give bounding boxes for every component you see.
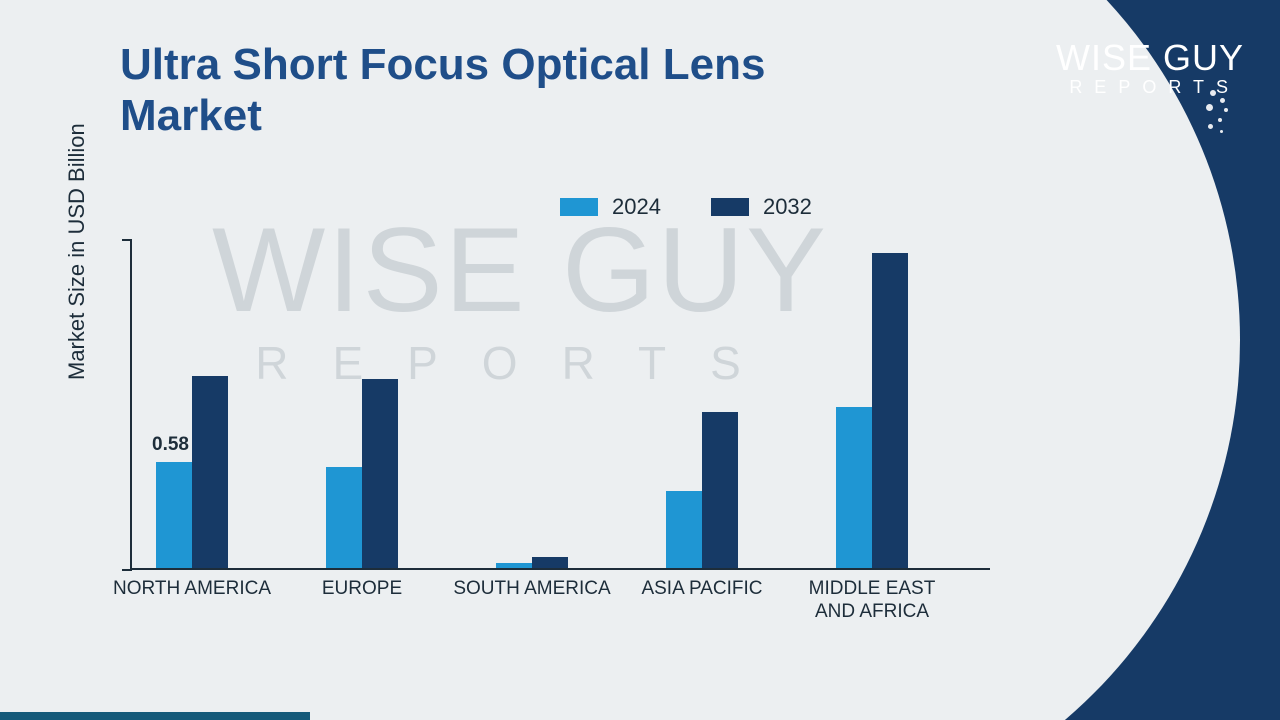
brand-head-icon: [1200, 88, 1230, 138]
brand-main-text: WISE GUY: [1056, 40, 1244, 76]
legend-item-2032: 2032: [711, 194, 812, 220]
chart-title: Ultra Short Focus Optical Lens Market: [120, 40, 800, 141]
bar-group: [156, 376, 228, 569]
bar-group: [326, 379, 398, 568]
page-root: WISE GUY REPORTS Ultra Short Focus Optic…: [0, 0, 1280, 720]
bar: [836, 407, 872, 568]
chart-area: NORTH AMERICAEUROPESOUTH AMERICAASIA PAC…: [130, 240, 990, 570]
legend-item-2024: 2024: [560, 194, 661, 220]
bar: [192, 376, 228, 569]
legend-label-2024: 2024: [612, 194, 661, 220]
category-label: ASIA PACIFIC: [617, 578, 787, 601]
category-label: NORTH AMERICA: [107, 578, 277, 601]
bar-value-label: 0.58: [152, 434, 189, 456]
bar: [666, 491, 702, 568]
category-label: SOUTH AMERICA: [447, 578, 617, 601]
bar: [326, 467, 362, 568]
bar: [702, 412, 738, 568]
bar-group: [836, 253, 908, 568]
bar: [362, 379, 398, 568]
y-axis-label: Market Size in USD Billion: [64, 123, 90, 380]
bar: [872, 253, 908, 568]
brand-logo: WISE GUY REPORTS: [1056, 40, 1244, 96]
bar-group: [496, 557, 568, 568]
legend: 2024 2032: [560, 194, 812, 220]
bar: [532, 557, 568, 568]
footer-accent-bar: [0, 712, 310, 720]
legend-label-2032: 2032: [763, 194, 812, 220]
legend-swatch-2032: [711, 198, 749, 216]
category-label: EUROPE: [277, 578, 447, 601]
category-label: MIDDLE EAST AND AFRICA: [787, 578, 957, 624]
bar: [496, 563, 532, 569]
bar-group: [666, 412, 738, 568]
legend-swatch-2024: [560, 198, 598, 216]
plot-region: NORTH AMERICAEUROPESOUTH AMERICAASIA PAC…: [130, 240, 990, 570]
bar: [156, 462, 192, 568]
